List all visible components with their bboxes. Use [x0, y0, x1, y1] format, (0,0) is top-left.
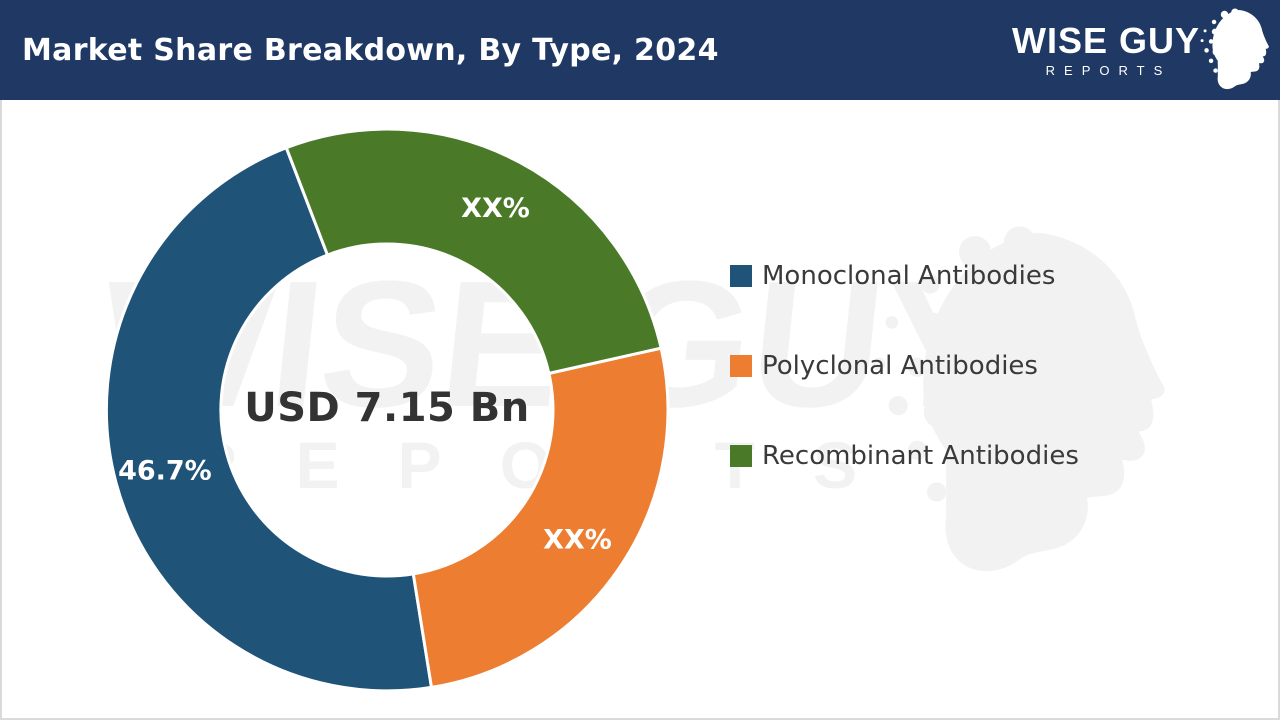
- donut-segment-polyclonal: [411, 346, 670, 689]
- donut-label-monoclonal: 46.7%: [118, 456, 212, 487]
- donut-label-polyclonal: XX%: [543, 525, 612, 556]
- legend-item-monoclonal: Monoclonal Antibodies: [730, 262, 1079, 290]
- logo-subtitle: REPORTS: [1045, 62, 1172, 78]
- wiseguy-logo: WISE GUY REPORTS: [1012, 7, 1270, 93]
- legend-swatch-recombinant: [730, 445, 752, 467]
- logo-text: WISE GUY REPORTS: [1011, 19, 1200, 78]
- logo-wordmark: WISE GUY: [1011, 19, 1200, 61]
- chart-area: WISE GUY REPORTS 46.7%XX%XX% USD 7.15 Bn: [0, 100, 1280, 720]
- page-title: Market Share Breakdown, By Type, 2024: [22, 32, 719, 68]
- donut-segment-monoclonal: [104, 146, 433, 693]
- legend-item-recombinant: Recombinant Antibodies: [730, 442, 1079, 470]
- legend-swatch-monoclonal: [730, 265, 752, 287]
- donut-label-recombinant: XX%: [461, 193, 530, 224]
- chart-legend: Monoclonal Antibodies Polyclonal Antibod…: [730, 262, 1079, 470]
- legend-label-polyclonal: Polyclonal Antibodies: [762, 351, 1038, 381]
- legend-item-polyclonal: Polyclonal Antibodies: [730, 352, 1079, 380]
- chart-center-value: USD 7.15 Bn: [244, 385, 530, 431]
- logo-face-icon: [1200, 8, 1269, 90]
- watermark-face-icon: [872, 226, 1165, 572]
- donut-segment-recombinant: [284, 127, 663, 375]
- legend-swatch-polyclonal: [730, 355, 752, 377]
- header-bar: Market Share Breakdown, By Type, 2024 WI…: [0, 0, 1280, 100]
- donut-chart: 46.7% XX% XX%: [104, 127, 670, 693]
- legend-label-monoclonal: Monoclonal Antibodies: [762, 261, 1056, 291]
- legend-label-recombinant: Recombinant Antibodies: [762, 441, 1079, 471]
